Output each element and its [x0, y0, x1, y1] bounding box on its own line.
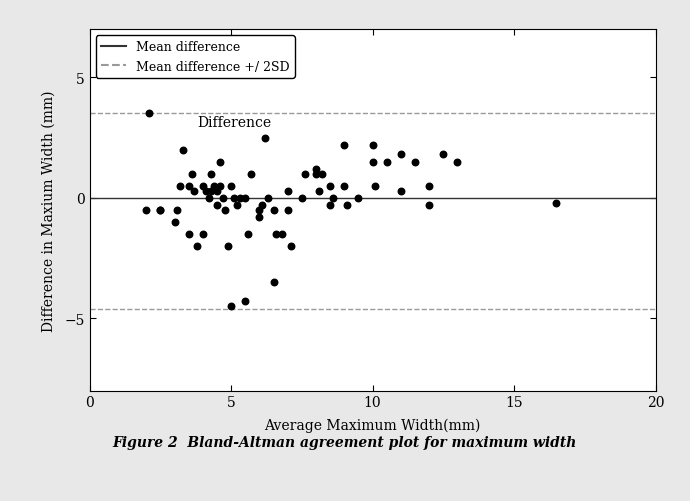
Point	[240, 194, 251, 202]
Point	[268, 279, 279, 287]
Point	[310, 165, 322, 173]
Point	[339, 141, 350, 149]
Point	[243, 230, 254, 238]
Point	[186, 170, 197, 178]
Point	[203, 194, 214, 202]
Point	[262, 194, 273, 202]
Point	[189, 187, 200, 195]
Point	[184, 230, 195, 238]
Point	[144, 110, 155, 118]
Point	[206, 170, 217, 178]
Point	[452, 158, 463, 166]
Point	[254, 206, 265, 214]
Point	[282, 206, 293, 214]
Point	[310, 170, 322, 178]
Point	[246, 170, 257, 178]
Point	[211, 201, 222, 209]
Point	[268, 206, 279, 214]
Point	[234, 194, 245, 202]
Point	[339, 182, 350, 190]
Point	[342, 201, 353, 209]
Point	[155, 206, 166, 214]
Point	[259, 134, 270, 142]
Point	[141, 206, 152, 214]
Point	[424, 182, 435, 190]
Point	[271, 230, 282, 238]
Point	[211, 187, 222, 195]
Point	[172, 206, 183, 214]
Point	[551, 199, 562, 207]
Point	[197, 230, 208, 238]
Point	[257, 201, 268, 209]
Point	[313, 187, 324, 195]
Point	[169, 218, 180, 226]
Point	[437, 151, 448, 159]
Point	[206, 187, 217, 195]
Point	[254, 213, 265, 221]
Point	[299, 170, 310, 178]
Point	[297, 194, 308, 202]
Point	[367, 158, 378, 166]
Point	[228, 194, 239, 202]
Text: Difference: Difference	[197, 115, 271, 129]
Point	[409, 158, 420, 166]
Point	[220, 206, 231, 214]
Text: Figure 2  Bland-Altman agreement plot for maximum width: Figure 2 Bland-Altman agreement plot for…	[112, 435, 578, 449]
Point	[217, 194, 228, 202]
Point	[367, 141, 378, 149]
Point	[177, 146, 188, 154]
Point	[282, 187, 293, 195]
Point	[197, 182, 208, 190]
Point	[285, 242, 296, 250]
Point	[215, 182, 226, 190]
Legend: Mean difference, Mean difference +/ 2SD: Mean difference, Mean difference +/ 2SD	[96, 36, 295, 79]
Point	[155, 206, 166, 214]
Point	[277, 230, 288, 238]
Point	[316, 170, 327, 178]
Point	[395, 187, 406, 195]
Point	[353, 194, 364, 202]
Point	[370, 182, 381, 190]
Point	[175, 182, 186, 190]
Point	[192, 242, 203, 250]
Point	[231, 201, 242, 209]
X-axis label: Average Maximum Width(mm): Average Maximum Width(mm)	[264, 418, 481, 432]
Point	[395, 151, 406, 159]
Point	[215, 158, 226, 166]
Point	[223, 242, 234, 250]
Point	[325, 182, 336, 190]
Point	[325, 201, 336, 209]
Point	[226, 303, 237, 311]
Point	[328, 194, 339, 202]
Point	[240, 298, 251, 306]
Y-axis label: Difference in Maxium Width (mm): Difference in Maxium Width (mm)	[42, 90, 56, 331]
Point	[200, 187, 211, 195]
Point	[424, 201, 435, 209]
Point	[184, 182, 195, 190]
Point	[208, 182, 219, 190]
Point	[226, 182, 237, 190]
Point	[381, 158, 392, 166]
